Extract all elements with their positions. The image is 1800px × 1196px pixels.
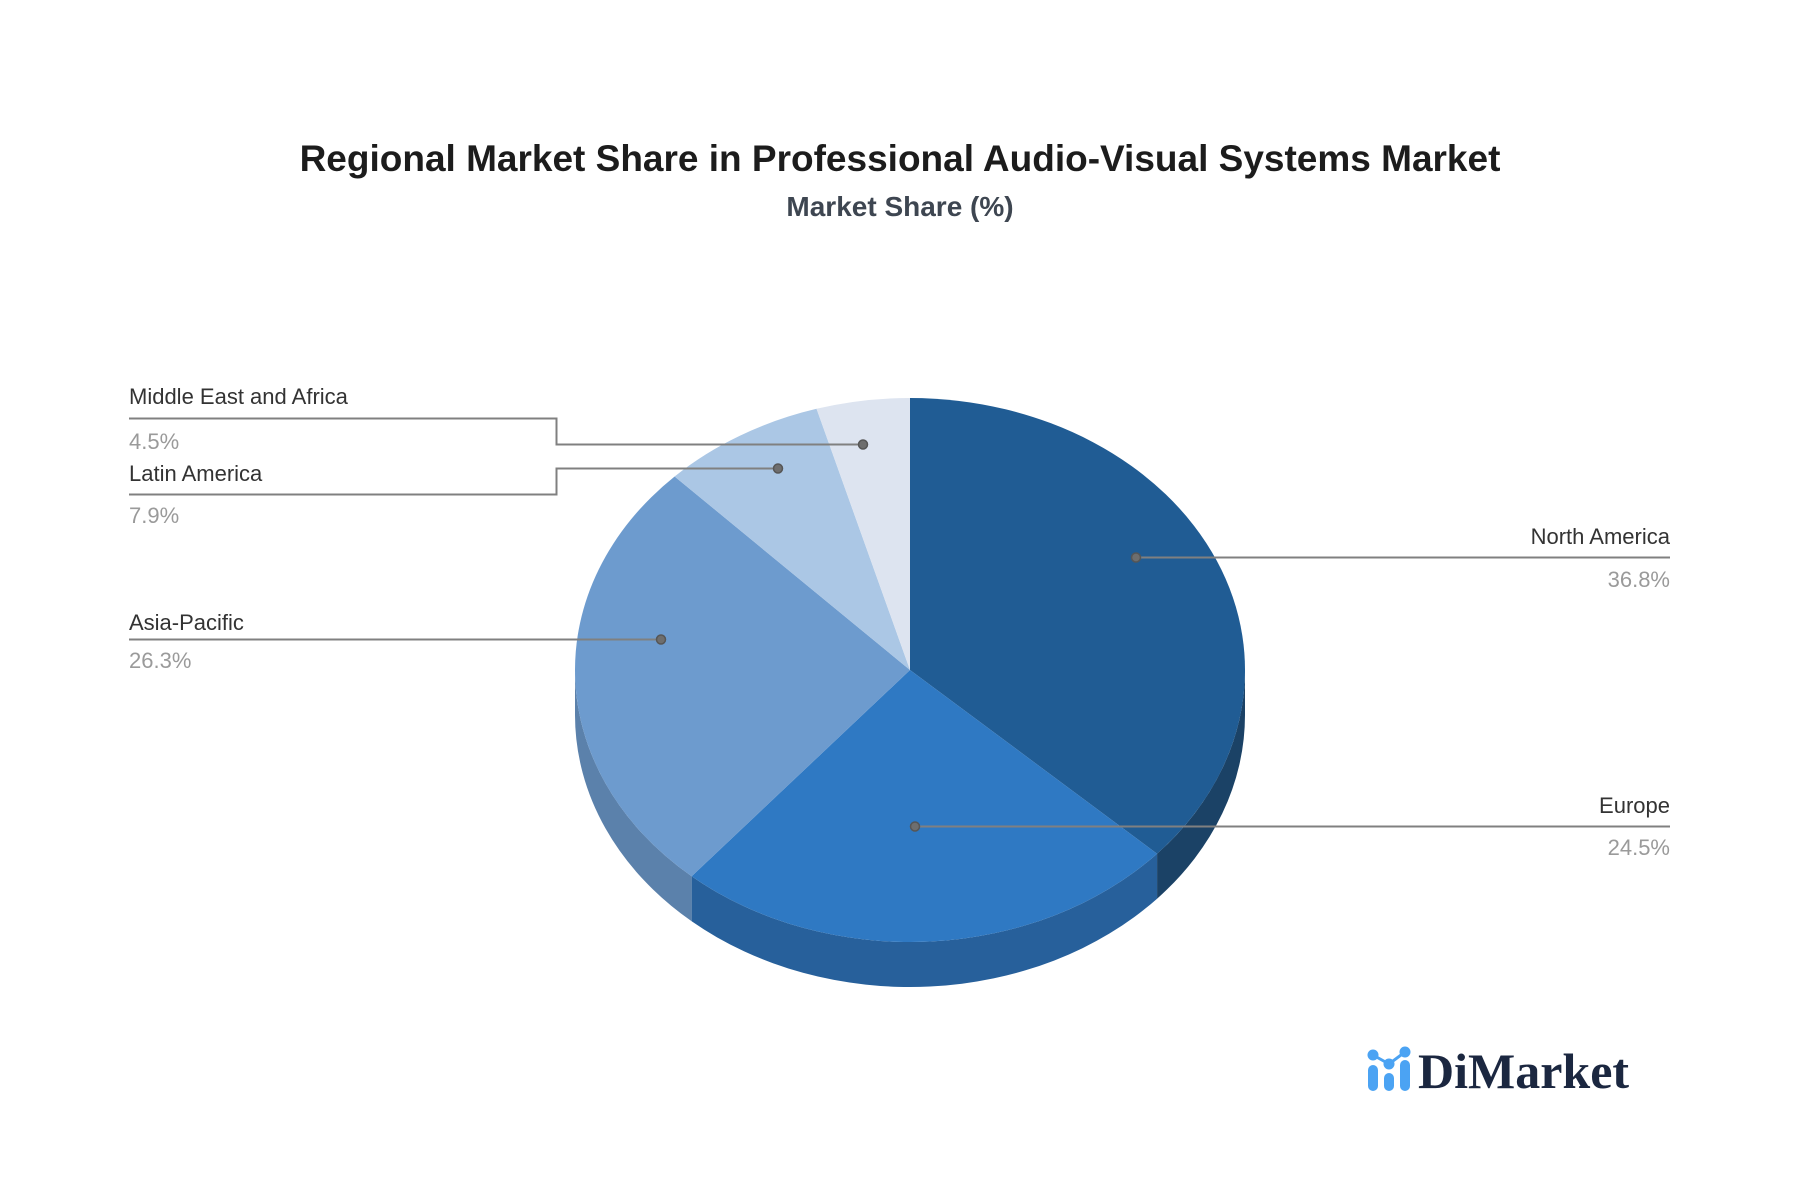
pct-north-america: 36.8% xyxy=(1607,567,1670,592)
leader-line-latin-america xyxy=(129,467,778,496)
leader-dot-asia-pacific xyxy=(655,634,667,645)
pie-slice-side-north-america xyxy=(1157,670,1245,899)
logo-trend-dot-1 xyxy=(1383,1058,1395,1070)
chart-subtitle: Market Share (%) xyxy=(786,191,1014,222)
logo-bar-0 xyxy=(1368,1065,1378,1091)
pie-slice-north-america[interactable] xyxy=(910,398,1246,854)
label-asia-pacific: Asia-Pacific xyxy=(129,610,244,635)
leader-dot-middle-east-and-africa xyxy=(857,439,869,450)
bar-chart-trend-logo-icon xyxy=(1367,1046,1411,1091)
pie-slice-latin-america[interactable] xyxy=(674,408,910,670)
pct-middle-east-and-africa: 4.5% xyxy=(129,429,180,454)
leader-dot-north-america xyxy=(1130,552,1142,563)
leader-line-middle-east-and-africa xyxy=(129,417,863,446)
logo-trend-dot-0 xyxy=(1367,1049,1379,1061)
label-north-america: North America xyxy=(1530,524,1670,549)
pie-slice-middle-east-and-africa[interactable] xyxy=(816,398,910,670)
logo-trend-dot-2 xyxy=(1399,1046,1411,1058)
label-latin-america: Latin America xyxy=(129,461,263,486)
brand-logo-text: DiMarket xyxy=(1418,1043,1630,1099)
pct-latin-america: 7.9% xyxy=(129,503,180,528)
leader-dot-latin-america xyxy=(772,463,784,474)
chart-title: Regional Market Share in Professional Au… xyxy=(299,138,1501,179)
logo-bar-1 xyxy=(1384,1073,1394,1091)
pie-slice-asia-pacific[interactable] xyxy=(574,476,910,877)
pct-asia-pacific: 26.3% xyxy=(129,648,192,673)
pie-slice-side-europe xyxy=(691,853,1158,987)
label-europe: Europe xyxy=(1599,793,1670,818)
pct-europe: 24.5% xyxy=(1607,835,1670,860)
pie-slice-side-asia-pacific xyxy=(575,670,692,922)
label-middle-east-and-africa: Middle East and Africa xyxy=(129,384,348,409)
leader-dot-europe xyxy=(909,821,921,832)
logo-bar-2 xyxy=(1400,1060,1410,1091)
brand-logo: DiMarket xyxy=(1364,1042,1664,1102)
pie-slice-europe[interactable] xyxy=(691,670,1158,943)
